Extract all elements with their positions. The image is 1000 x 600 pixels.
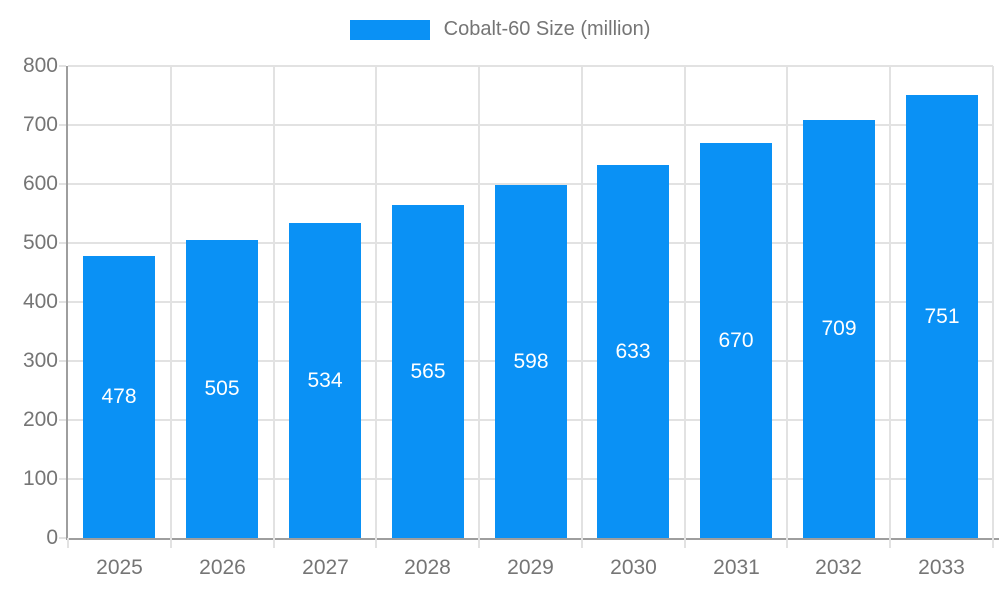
- y-tick-mark: [59, 537, 66, 539]
- x-tick-mark: [992, 538, 994, 548]
- y-gridline: [68, 65, 993, 67]
- x-gridline: [273, 66, 275, 538]
- x-gridline: [478, 66, 480, 538]
- x-tick-mark: [684, 538, 686, 548]
- bar[interactable]: 534: [289, 223, 361, 538]
- x-gridline: [375, 66, 377, 538]
- x-tick-label: 2029: [507, 556, 554, 579]
- bar-value-label: 709: [821, 317, 857, 340]
- y-tick-label: 100: [22, 467, 58, 490]
- x-tick-mark: [170, 538, 172, 548]
- x-tick-mark: [273, 538, 275, 548]
- x-tick-label: 2028: [404, 556, 451, 579]
- y-tick-mark: [59, 242, 66, 244]
- y-tick-label: 700: [22, 113, 58, 136]
- y-axis-line: [66, 66, 68, 538]
- y-tick-label: 0: [46, 526, 58, 549]
- y-tick-label: 200: [22, 408, 58, 431]
- x-tick-mark: [478, 538, 480, 548]
- y-tick-mark: [59, 124, 66, 126]
- x-axis-line: [66, 538, 999, 540]
- y-tick-label: 600: [22, 172, 58, 195]
- bar[interactable]: 709: [803, 120, 875, 538]
- x-gridline: [684, 66, 686, 538]
- y-tick-label: 400: [22, 290, 58, 313]
- x-gridline: [786, 66, 788, 538]
- bar[interactable]: 670: [700, 143, 772, 538]
- x-tick-mark: [67, 538, 69, 548]
- x-tick-label: 2027: [302, 556, 349, 579]
- y-tick-mark: [59, 360, 66, 362]
- bar[interactable]: 751: [906, 95, 978, 538]
- bar-value-label: 670: [718, 328, 754, 352]
- x-tick-label: 2033: [918, 556, 965, 579]
- x-tick-mark: [889, 538, 891, 548]
- x-tick-label: 2025: [96, 556, 143, 579]
- bar[interactable]: 505: [186, 240, 258, 538]
- x-gridline: [581, 66, 583, 538]
- legend: Cobalt-60 Size (million): [0, 18, 1000, 41]
- y-tick-mark: [59, 183, 66, 185]
- x-tick-label: 2026: [199, 556, 246, 579]
- bar-value-label: 565: [410, 359, 446, 383]
- bar-value-label: 505: [204, 377, 240, 400]
- y-gridline: [68, 124, 993, 126]
- bar[interactable]: 565: [392, 205, 464, 538]
- y-tick-mark: [59, 478, 66, 480]
- bar-value-label: 598: [513, 349, 549, 373]
- bar-value-label: 751: [924, 304, 960, 328]
- bar-value-label: 534: [307, 368, 343, 392]
- y-tick-mark: [59, 65, 66, 67]
- y-tick-label: 800: [22, 54, 58, 77]
- bar-value-label: 633: [615, 339, 651, 363]
- bar[interactable]: 598: [495, 185, 567, 538]
- y-tick-label: 500: [22, 231, 58, 254]
- bar-value-label: 478: [101, 385, 137, 408]
- legend-label[interactable]: Cobalt-60 Size (million): [443, 18, 651, 40]
- x-tick-mark: [581, 538, 583, 548]
- x-tick-mark: [375, 538, 377, 548]
- plot-area: 478 2025 505 2026 534 2027 565 2028 598 2029 633 20…: [59, 65, 999, 579]
- x-tick-label: 2030: [610, 556, 657, 579]
- x-gridline: [170, 66, 172, 538]
- y-gridline: [68, 183, 993, 185]
- legend-swatch[interactable]: [349, 19, 430, 40]
- x-gridline: [992, 66, 994, 538]
- bar[interactable]: 633: [597, 165, 669, 538]
- y-tick-mark: [59, 301, 66, 303]
- x-tick-label: 2032: [815, 556, 862, 579]
- x-tick-mark: [786, 538, 788, 548]
- bar[interactable]: 478: [83, 256, 155, 538]
- y-tick-mark: [59, 419, 66, 421]
- y-tick-label: 300: [22, 349, 58, 372]
- x-gridline: [889, 66, 891, 538]
- x-tick-label: 2031: [713, 556, 760, 579]
